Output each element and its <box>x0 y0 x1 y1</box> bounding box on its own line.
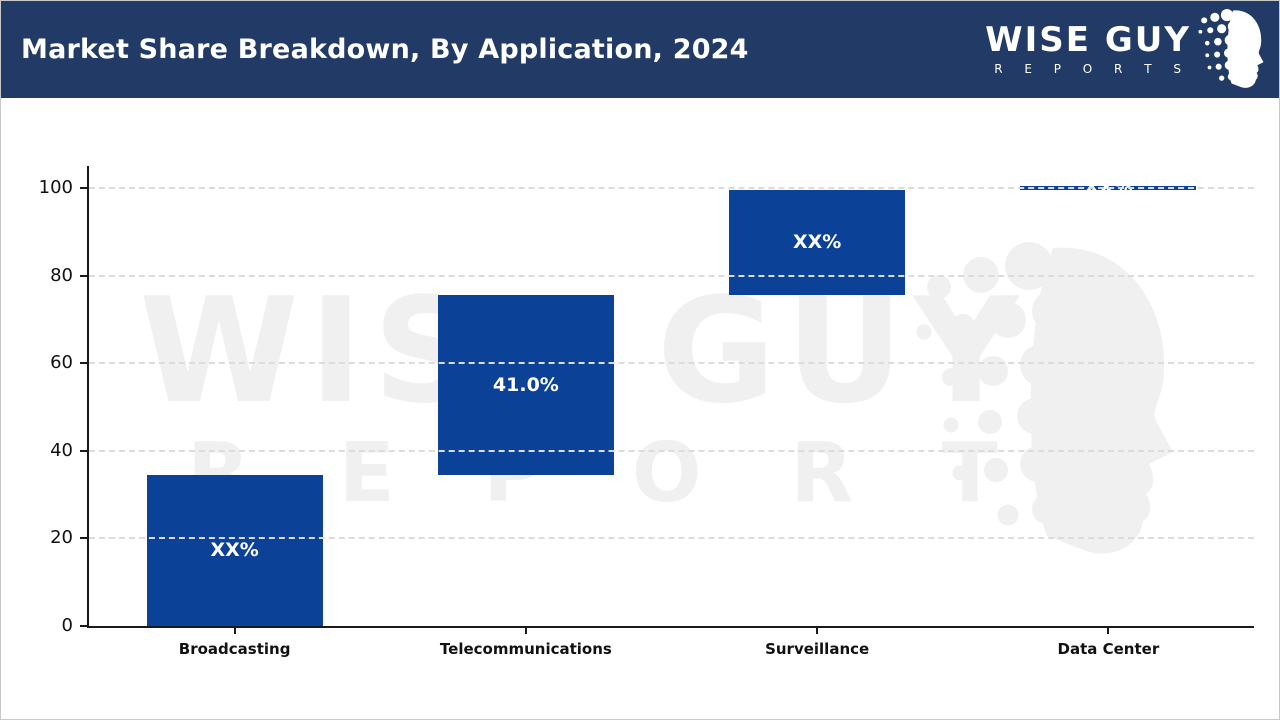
x-tick-mark <box>233 628 236 634</box>
gridline-40 <box>89 449 1254 452</box>
y-tick-label-60: 60 <box>50 352 73 374</box>
x-tick-label-data-center: Data Center <box>1057 640 1160 658</box>
x-tick-mark <box>524 628 527 634</box>
y-tick-label-20: 20 <box>50 527 73 549</box>
header-band: Market Share Breakdown, By Application, … <box>1 1 1279 98</box>
brand-name-text: WISE GUY <box>985 20 1191 60</box>
gridline-80 <box>89 274 1254 277</box>
y-tick-mark-80 <box>80 274 87 277</box>
bar-surveillance: XX% <box>729 190 906 296</box>
y-tick-label-80: 80 <box>50 264 73 286</box>
bar-value-label: 41.0% <box>492 373 559 396</box>
x-tick-label-surveillance: Surveillance <box>765 640 870 658</box>
x-tick-label-telecommunications: Telecommunications <box>439 640 612 658</box>
gridline-100 <box>89 186 1254 189</box>
brand-face-icon <box>1198 8 1264 88</box>
y-tick-label-100: 100 <box>38 176 73 198</box>
brand-wordmark: WISE GUY R E P O R T S <box>985 23 1191 76</box>
bar-broadcasting: XX% <box>146 474 323 626</box>
y-tick-mark-60 <box>80 362 87 365</box>
gridline-60 <box>89 362 1254 365</box>
y-tick-label-40: 40 <box>50 439 73 461</box>
y-tick-mark-20 <box>80 537 87 540</box>
gridline-20 <box>89 537 1254 540</box>
watermark-face-icon <box>916 242 1173 554</box>
chart-plot-area: 0 20 40 60 80 100 XX% Broadcasting 41.0% Telecomm… <box>39 166 1254 658</box>
x-tick-label-broadcasting: Broadcasting <box>178 640 291 658</box>
bar-telecommunications: 41.0% <box>437 295 614 475</box>
y-tick-label-0: 0 <box>61 615 73 636</box>
y-tick-mark-0 <box>80 625 87 627</box>
brand-logo: WISE GUY R E P O R T S <box>985 8 1265 92</box>
y-tick-mark-100 <box>80 186 87 189</box>
bar-value-label: XX% <box>210 538 259 561</box>
x-axis-line <box>87 626 1254 628</box>
x-tick-mark <box>816 628 819 634</box>
y-axis-line <box>87 166 89 628</box>
page-title: Market Share Breakdown, By Application, … <box>21 34 749 65</box>
y-tick-mark-40 <box>80 449 87 452</box>
x-tick-mark <box>1107 628 1110 634</box>
brand-subtitle-text: R E P O R T S <box>994 62 1190 76</box>
bar-value-label: XX% <box>792 231 842 254</box>
